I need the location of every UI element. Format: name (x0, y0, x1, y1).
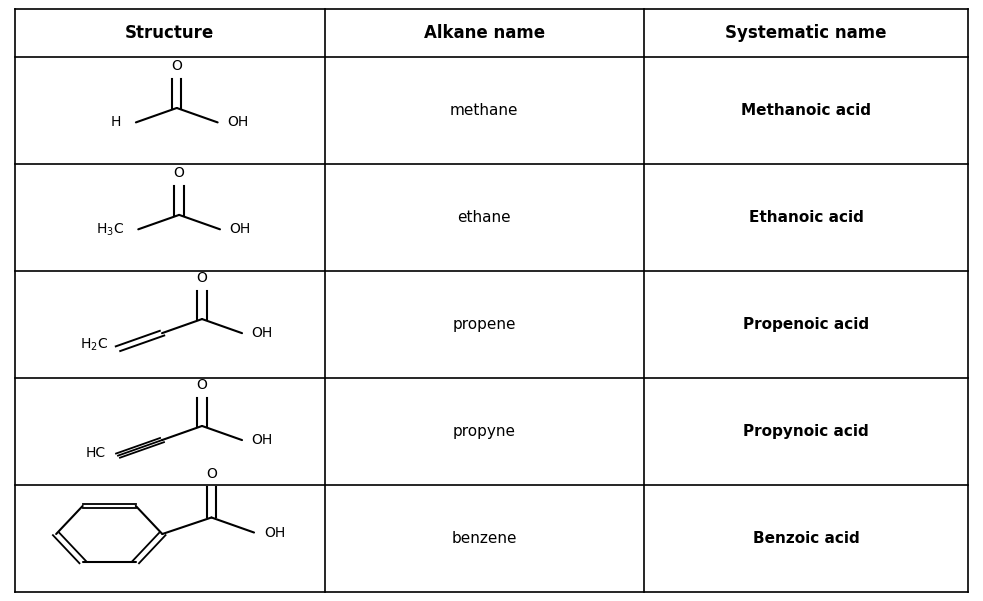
Text: Propenoic acid: Propenoic acid (743, 317, 869, 332)
Text: HC: HC (86, 446, 106, 460)
Text: H: H (111, 115, 121, 129)
Text: OH: OH (251, 433, 272, 447)
Text: O: O (197, 271, 207, 285)
Text: Propynoic acid: Propynoic acid (743, 424, 869, 439)
Text: O: O (206, 467, 217, 481)
Text: H$_2$C: H$_2$C (80, 337, 108, 353)
Text: Benzoic acid: Benzoic acid (753, 531, 859, 546)
Text: Structure: Structure (125, 24, 214, 42)
Text: Systematic name: Systematic name (725, 24, 887, 42)
Text: O: O (171, 59, 182, 73)
Text: O: O (174, 166, 185, 180)
Text: benzene: benzene (451, 531, 517, 546)
Text: propyne: propyne (453, 424, 516, 439)
Text: H$_3$C: H$_3$C (96, 221, 124, 237)
Text: methane: methane (450, 103, 519, 118)
Text: O: O (197, 378, 207, 392)
Text: ethane: ethane (457, 210, 511, 225)
Text: propene: propene (452, 317, 516, 332)
Text: OH: OH (229, 222, 251, 236)
Text: Alkane name: Alkane name (424, 24, 545, 42)
Text: Methanoic acid: Methanoic acid (741, 103, 871, 118)
Text: OH: OH (264, 525, 285, 540)
Text: Ethanoic acid: Ethanoic acid (749, 210, 864, 225)
Text: OH: OH (251, 326, 272, 340)
Text: OH: OH (227, 115, 248, 129)
